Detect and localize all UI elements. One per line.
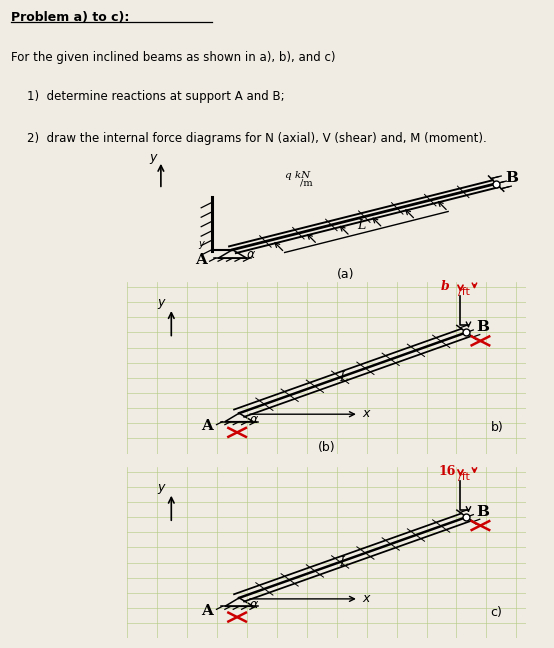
Text: y: y — [157, 481, 165, 494]
Text: B: B — [506, 170, 519, 185]
Text: (a): (a) — [337, 268, 354, 281]
Text: B: B — [476, 320, 489, 334]
Text: $\alpha$: $\alpha$ — [245, 248, 256, 261]
Text: /ft: /ft — [459, 287, 470, 297]
Text: Problem a) to c):: Problem a) to c): — [11, 11, 129, 24]
Text: L: L — [339, 371, 347, 384]
Text: $\alpha$: $\alpha$ — [249, 598, 259, 611]
Text: x: x — [363, 407, 370, 421]
Text: L: L — [357, 219, 365, 232]
Text: /ft: /ft — [459, 472, 470, 481]
Text: y: y — [150, 151, 157, 164]
Text: /m: /m — [300, 178, 313, 187]
Text: b: b — [440, 280, 449, 293]
Text: x: x — [363, 592, 370, 605]
Text: y: y — [157, 296, 165, 309]
Text: b): b) — [490, 421, 503, 434]
Text: (b): (b) — [318, 441, 336, 454]
Text: A: A — [195, 253, 207, 267]
Text: A: A — [201, 604, 213, 618]
Text: 1)  determine reactions at support A and B;: 1) determine reactions at support A and … — [27, 90, 285, 103]
Text: For the given inclined beams as shown in a), b), and c): For the given inclined beams as shown in… — [11, 51, 336, 64]
Text: 16: 16 — [439, 465, 456, 478]
Text: q kN: q kN — [285, 171, 310, 180]
Text: 2)  draw the internal force diagrams for N (axial), V (shear) and, M (moment).: 2) draw the internal force diagrams for … — [27, 132, 487, 145]
Text: L: L — [339, 555, 347, 568]
Text: c): c) — [490, 606, 502, 619]
Text: $\alpha$: $\alpha$ — [249, 413, 259, 426]
Text: A: A — [201, 419, 213, 434]
Text: y: y — [198, 239, 204, 249]
Text: B: B — [476, 505, 489, 519]
